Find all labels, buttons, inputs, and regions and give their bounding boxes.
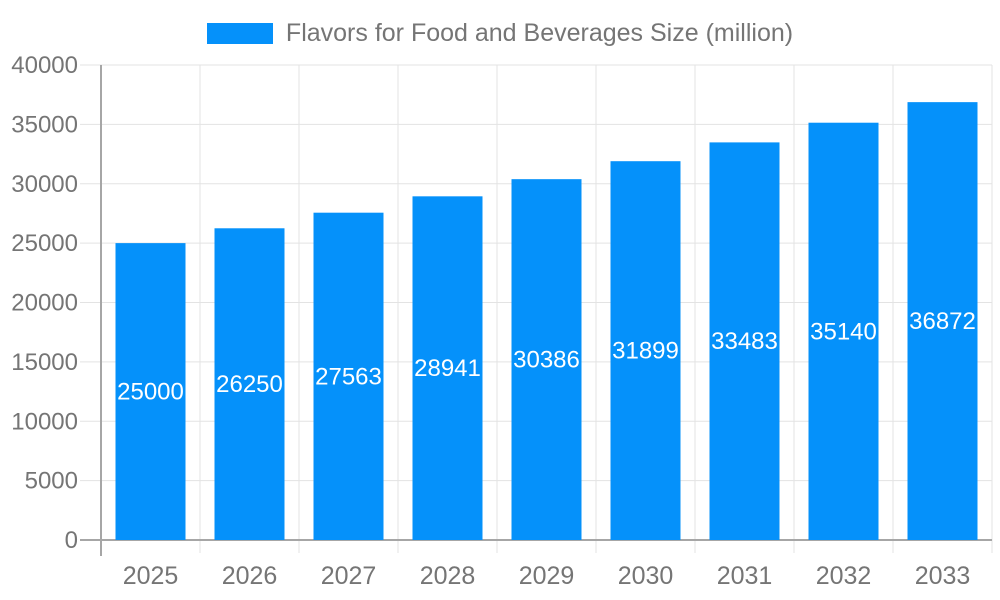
legend-swatch[interactable] [206,23,273,45]
bar-value-label: 35140 [810,318,877,345]
x-tick-label: 2032 [816,562,872,590]
bar-value-label: 28941 [414,355,481,382]
y-tick-label: 10000 [11,408,78,435]
bar-2025[interactable] [115,243,186,540]
y-tick-label: 20000 [11,290,78,317]
y-tick-label: 35000 [11,111,78,138]
x-tick-label: 2033 [915,562,971,590]
bar-2027[interactable] [313,212,384,540]
y-tick-label: 25000 [11,230,78,257]
bar-value-label: 33483 [711,328,778,355]
bar-2033[interactable] [907,102,978,541]
y-tick-label: 5000 [25,468,78,495]
bar-2031[interactable] [709,142,780,540]
legend-label: Flavors for Food and Beverages Size (mil… [285,19,794,47]
bar-2030[interactable] [610,161,681,540]
bar-2032[interactable] [808,122,879,541]
bar-value-label: 31899 [612,338,679,365]
x-tick-label: 2030 [618,562,674,590]
bar-value-label: 25000 [117,379,184,406]
x-tick-label: 2031 [717,562,773,590]
x-tick-label: 2025 [123,562,179,590]
x-tick-label: 2027 [321,562,377,590]
bar-value-label: 36872 [909,308,976,335]
bar-value-label: 30386 [513,347,580,374]
bar-2029[interactable] [511,179,582,540]
bar-value-label: 26250 [216,371,283,398]
y-tick-label: 0 [65,527,78,554]
y-tick-label: 15000 [11,349,78,376]
x-tick-label: 2029 [519,562,575,590]
bar-2028[interactable] [412,196,483,540]
y-tick-label: 30000 [11,171,78,198]
legend: Flavors for Food and Beverages Size (mil… [0,19,1000,48]
bar-2026[interactable] [214,228,285,540]
x-tick-label: 2028 [420,562,476,590]
y-tick-label: 40000 [11,52,78,79]
bar-value-label: 27563 [315,363,382,390]
x-tick-label: 2026 [222,562,278,590]
